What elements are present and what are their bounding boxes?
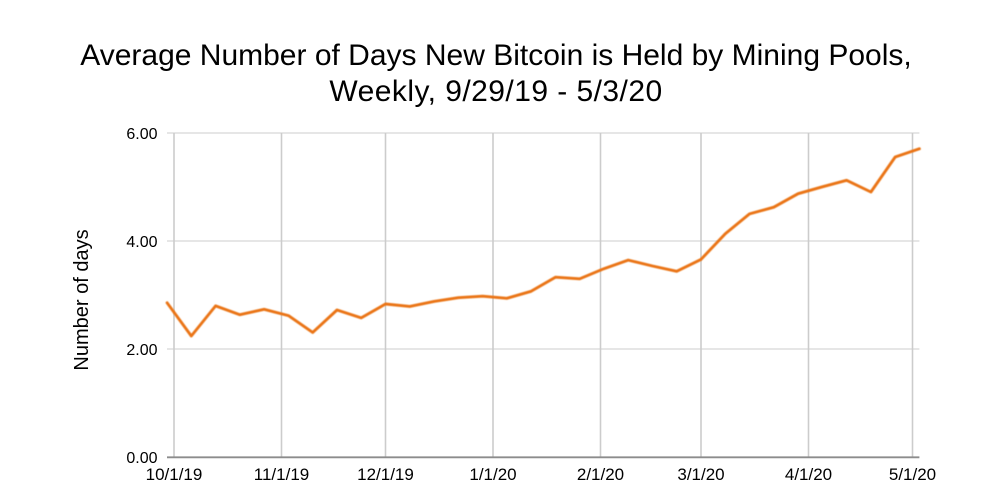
svg-text:12/1/19: 12/1/19 xyxy=(357,465,414,484)
svg-text:6.00: 6.00 xyxy=(126,126,157,143)
svg-text:2.00: 2.00 xyxy=(126,342,157,359)
svg-text:4/1/20: 4/1/20 xyxy=(785,465,832,484)
svg-text:2/1/20: 2/1/20 xyxy=(577,465,624,484)
svg-text:Weekly, 9/29/19 - 5/3/20: Weekly, 9/29/19 - 5/3/20 xyxy=(329,75,662,108)
svg-text:0.00: 0.00 xyxy=(126,450,157,467)
svg-text:10/1/19: 10/1/19 xyxy=(146,465,203,484)
svg-text:Average Number of Days New Bit: Average Number of Days New Bitcoin is He… xyxy=(80,39,911,72)
svg-text:11/1/19: 11/1/19 xyxy=(254,465,309,484)
svg-text:3/1/20: 3/1/20 xyxy=(677,465,724,484)
svg-text:Number of days: Number of days xyxy=(71,229,93,370)
svg-text:1/1/20: 1/1/20 xyxy=(469,465,516,484)
svg-text:4.00: 4.00 xyxy=(126,234,157,251)
svg-text:5/1/20: 5/1/20 xyxy=(889,465,936,484)
